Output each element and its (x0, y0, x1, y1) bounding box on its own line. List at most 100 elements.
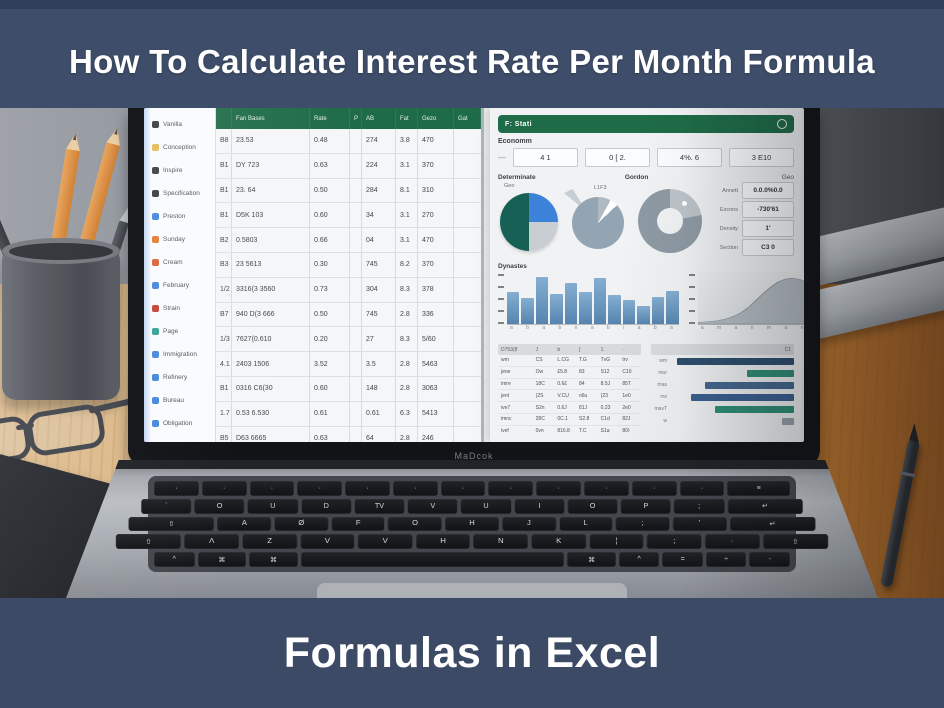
area-chart: a m a n m a n m a n m a (688, 272, 804, 338)
key-glyph: · (700, 484, 704, 492)
worksheet-cell: 745 (362, 302, 396, 327)
worksheet-row: B7 940 D(3 666 0.50 745 2.8 336 (216, 302, 481, 328)
key-glyph: · (730, 538, 734, 546)
sidebar-item-label: Specification (163, 190, 200, 197)
spreadsheet-sidebar: Vanilla Conception Inspire Specification (144, 108, 216, 442)
keyboard-key: ¦ (589, 534, 644, 550)
keyboard-key: ^ (154, 552, 195, 567)
worksheet-cell: 64 (362, 426, 396, 442)
keyboard-key: ⌘ (567, 552, 616, 567)
mini-table-header-cell: · (622, 346, 624, 353)
worksheet-cell: 4.1 (216, 352, 232, 376)
bottom-banner: Formulas in Excel (0, 598, 944, 708)
mini-table-cell: (2S (535, 392, 544, 399)
side-stat-label: Section (719, 244, 738, 251)
worksheet-cell: 3.1 (396, 228, 418, 252)
worksheet-header-cell: Gat (454, 108, 481, 129)
desk-photo: Vanilla Conception Inspire Specification (0, 108, 944, 598)
stat-row: — 4 1 0 [ 2. 4%. 6 3 E10 (498, 148, 794, 167)
key-glyph: ; (641, 520, 644, 528)
mini-table-cell: wrn (501, 357, 510, 364)
keyboard-key: H (415, 534, 471, 550)
sidebar-item-icon (152, 167, 159, 174)
keyboard-key: U (247, 498, 299, 514)
mini-table-row: wrn CS L.CG T.G TvG trv (498, 355, 641, 367)
worksheet-cell: 3063 (418, 376, 454, 401)
keyboard-row: · · · · · · · (154, 481, 791, 496)
keyboard-key: ; (615, 516, 670, 532)
mini-table-cell: 816.8 (557, 428, 570, 432)
side-stat-value: C3 0 (742, 239, 794, 256)
key-glyph: Λ (209, 538, 215, 546)
worksheet-cell: 246 (418, 426, 454, 442)
keyboard-key: Λ (184, 534, 240, 550)
stat-box: 0 [ 2. (585, 148, 650, 167)
worksheet-cell: 745 (362, 252, 396, 277)
horizontal-bar-row: wm (651, 355, 794, 367)
sidebar-item-label: Refinery (163, 374, 188, 381)
key-glyph: H (469, 520, 475, 528)
mini-table-cell: ive7 (501, 404, 511, 411)
horizontal-bar-row: mv (651, 391, 794, 403)
sidebar-item-label: Obligation (163, 420, 193, 427)
column-bar (579, 291, 592, 324)
keyboard-key: N (473, 534, 529, 550)
worksheet-cell: 3.1 (396, 203, 418, 228)
dashboard-titlebar: F: Stati (498, 115, 794, 133)
keyboard-key: F (331, 516, 386, 532)
worksheet-cell: 0.30 (310, 252, 350, 277)
key-glyph: = (680, 556, 685, 564)
worksheet-cell (350, 178, 362, 203)
worksheet-cell: 1.7 (216, 401, 232, 426)
worksheet-cell: 940 D(3 666 (232, 302, 310, 327)
key-glyph: · (223, 484, 226, 492)
mini-table-header-cell: D753(8 (501, 346, 518, 353)
worksheet-cell: 0.61 (362, 401, 396, 426)
key-glyph: ⌘ (588, 556, 596, 564)
worksheet-cell: 0.20 (310, 327, 350, 352)
worksheet-cell: 2.8 (396, 302, 418, 327)
keyboard-row: ⇧ A Ø F O H J (128, 516, 816, 532)
sidebar-item-icon (152, 236, 159, 243)
key-glyph: ⇧ (145, 538, 152, 546)
mini-table-cell: S12 (600, 369, 610, 376)
horizontal-bar-track (671, 417, 794, 425)
worksheet-cell: 23 5613 (232, 252, 310, 277)
keyboard-key: Ø (274, 516, 329, 532)
mini-table-cell: 8.5J (600, 380, 611, 387)
pencil-cup-group (0, 122, 130, 502)
worksheet-cell (350, 376, 362, 401)
sidebar-item: Page (144, 320, 215, 343)
sidebar-item-icon (152, 374, 159, 381)
sidebar-item-icon (152, 259, 159, 266)
horizontal-bar-label: mavT (654, 406, 668, 412)
mini-table-cell: CS (535, 357, 543, 364)
key-glyph: ↵ (761, 503, 769, 511)
laptop-bezel: Vanilla Conception Inspire Specification (128, 108, 820, 466)
worksheet-cell: 224 (362, 153, 396, 178)
bottom-banner-title: Formulas in Excel (283, 628, 661, 677)
column-bar (637, 305, 650, 324)
worksheet-cell: 0.53 6.530 (232, 401, 310, 426)
horizontal-bar (715, 405, 794, 413)
worksheet-row: 1/2 3316(3 3560 0.73 304 8.3 378 (216, 277, 481, 303)
mini-table-cell: 0.6J (557, 404, 567, 411)
worksheet-header-cell: Rate (310, 108, 350, 129)
key-glyph: D (323, 502, 329, 510)
key-glyph: ; (698, 502, 701, 510)
mini-table-cell: £5.8 (557, 369, 568, 376)
worksheet-cell: 0.63 (310, 153, 350, 178)
worksheet-header-cell: Fan Bases (232, 108, 310, 129)
horizontal-bar-chart-header: C1 (651, 344, 794, 355)
column-bar (666, 290, 679, 324)
mini-table-cell: 83 (579, 369, 585, 376)
horizontal-bar-label: mv (660, 394, 667, 400)
worksheet-cell: 3316(3 3560 (232, 277, 310, 302)
keyboard-key: ⇧ (128, 516, 215, 532)
key-glyph: ≡ (756, 484, 761, 492)
worksheet-cell: D63 6665 (232, 426, 310, 442)
side-stat-value: 0.0.0%0.0 (742, 182, 794, 199)
horizontal-bar-row: mavT (651, 403, 794, 415)
mini-table-cell: o6u (579, 392, 588, 399)
worksheet-row: B5 D63 6665 0.63 64 2.8 246 (216, 426, 481, 442)
